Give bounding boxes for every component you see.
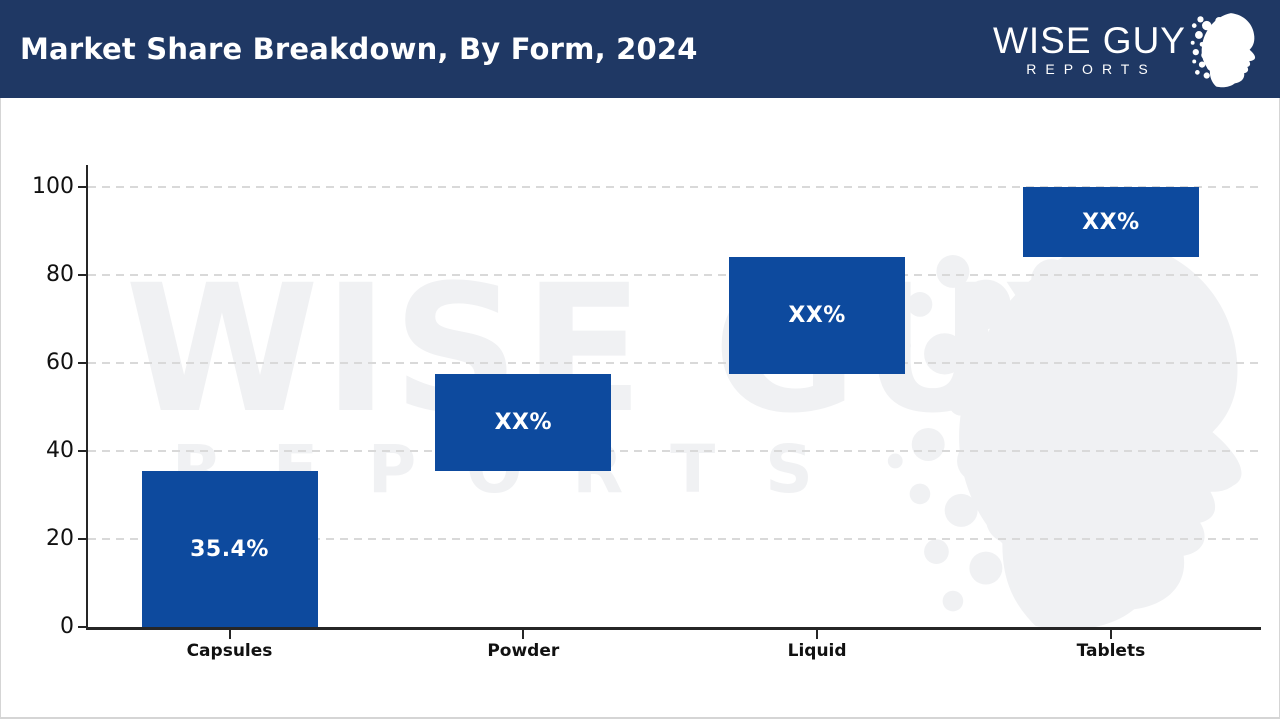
y-axis-tick-label: 40 [46,438,74,463]
y-axis-tick-label: 0 [60,614,74,639]
y-axis-tick-label: 60 [46,350,74,375]
header-bar: Market Share Breakdown, By Form, 2024 WI… [0,0,1280,98]
brand-subtitle: REPORTS [1026,61,1157,77]
bar-value-label: XX% [494,410,553,436]
x-axis-label-capsules: Capsules [186,641,273,661]
y-axis-tick [78,538,86,540]
bar-value-label: XX% [1082,209,1140,235]
y-axis-tick-label: 80 [46,262,74,287]
brand-logo-text: WISE GUY REPORTS [993,22,1186,76]
y-axis-tick [78,450,86,452]
x-axis-label-liquid: Liquid [787,641,847,661]
y-axis-tick [78,186,86,188]
y-axis-tick [78,626,86,628]
x-axis-tick [816,630,819,639]
bar-value-label: 35.4% [190,536,269,562]
gridline-y20 [88,538,1259,540]
x-axis-label-powder: Powder [487,641,560,661]
gridline-y40 [88,450,1259,452]
bar-powder: XX% [435,374,612,472]
x-axis-tick [1109,630,1112,639]
y-axis-tick-label: 20 [46,526,74,551]
gridline-y100 [88,186,1259,188]
x-axis-tick [522,630,525,639]
bar-tablets: XX% [1022,187,1199,258]
chart-title: Market Share Breakdown, By Form, 2024 [20,32,698,66]
brand-face-dots-icon [1190,13,1256,88]
gridline-y60 [88,362,1259,364]
x-axis-label-tablets: Tablets [1076,641,1146,661]
watermark-face-dots-icon [887,238,1242,630]
x-axis-tick [228,630,231,639]
y-axis-tick [78,274,86,276]
x-axis-line [86,627,1261,630]
brand-logo: WISE GUY REPORTS [993,6,1280,92]
gridline-y80 [88,274,1259,276]
brand-name: WISE GUY [992,20,1186,61]
y-axis-tick [78,362,86,364]
bar-value-label: XX% [788,303,846,329]
y-axis-tick-label: 100 [32,174,74,199]
bar-capsules: 35.4% [141,471,318,627]
bar-liquid: XX% [729,257,906,374]
y-axis-line [86,165,88,629]
